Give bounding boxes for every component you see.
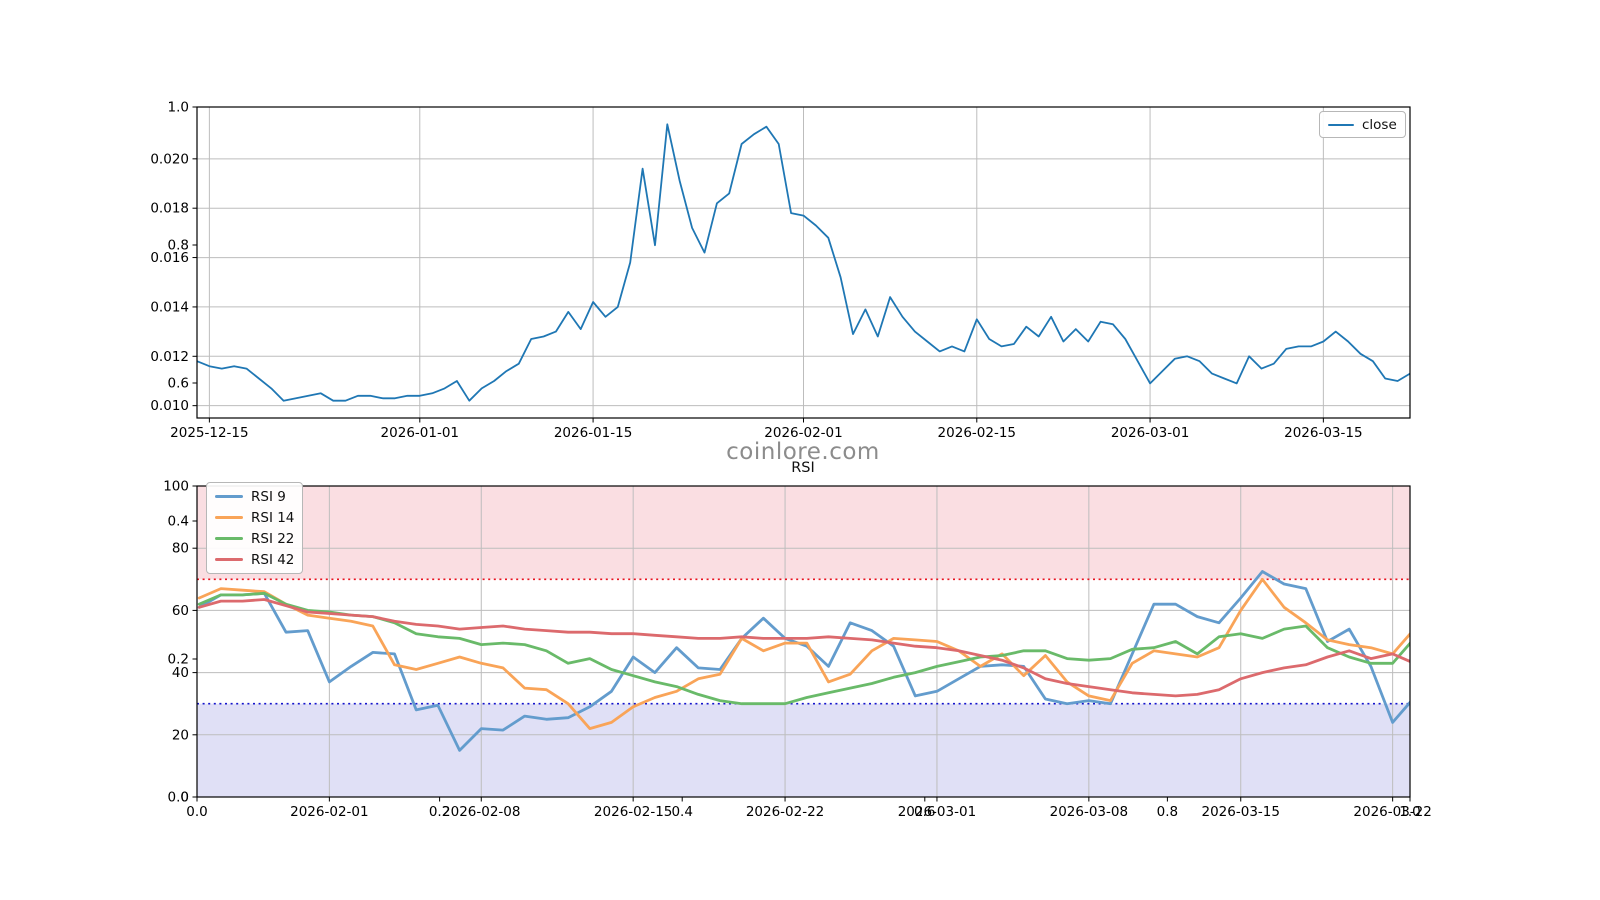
x-tick-label: 2025-12-15 bbox=[170, 425, 248, 441]
rsi22-legend-label: RSI 22 bbox=[251, 530, 295, 547]
rsi-axes: 2026-02-01 2026-02-08 2026-02-15 2026-02-22… bbox=[163, 479, 1432, 821]
close-legend-label: close bbox=[1362, 116, 1397, 133]
x-tick-label: 2026-02-08 bbox=[442, 804, 520, 820]
x-tick-label: 2026-02-15 bbox=[938, 425, 1016, 441]
price-spines bbox=[196, 106, 1411, 419]
secondary-x-tick-label: 1.0 bbox=[1399, 804, 1420, 820]
series-line-rsi-22 bbox=[197, 591, 1410, 706]
x-tick-label: 2026-03-01 bbox=[1111, 425, 1189, 441]
x-tick-label: 2026-01-01 bbox=[381, 425, 459, 441]
y-tick-label: 40 bbox=[172, 665, 189, 681]
y-tick-label: 20 bbox=[172, 727, 189, 743]
secondary-x-tick-label: 0.8 bbox=[1157, 804, 1178, 820]
coinlore-watermark: coinlore.com bbox=[726, 439, 880, 465]
x-tick-label: 2026-01-15 bbox=[554, 425, 632, 441]
x-tick-label: 2026-03-15 bbox=[1202, 804, 1280, 820]
y-tick-label: 0.014 bbox=[150, 299, 189, 315]
legend-row-rsi42: RSI 42 bbox=[215, 549, 294, 570]
y-tick-label: 60 bbox=[172, 603, 189, 619]
y-tick-label: 0.020 bbox=[150, 151, 189, 167]
y-tick-label: 100 bbox=[163, 479, 189, 495]
x-tick-label: 2026-03-08 bbox=[1050, 804, 1128, 820]
secondary-y-tick-label: 0.8 bbox=[168, 238, 189, 254]
y-tick-label: 0 bbox=[180, 790, 189, 806]
rsi-legend: RSI 9 RSI 14 RSI 22 RSI 42 bbox=[206, 482, 304, 574]
y-tick-label: 0.010 bbox=[150, 398, 189, 414]
price-legend: close bbox=[1319, 111, 1406, 138]
y-tick-label: 80 bbox=[172, 541, 189, 557]
rsi-series-group bbox=[197, 570, 1410, 752]
y-tick-label: 0.018 bbox=[150, 201, 189, 217]
secondary-x-tick-label: 0.2 bbox=[429, 804, 450, 820]
secondary-y-tick-label: 0.0 bbox=[168, 790, 189, 806]
secondary-y-tick-label: 0.6 bbox=[168, 376, 189, 392]
rsi22-line-swatch bbox=[215, 537, 243, 540]
x-tick-label: 2026-02-22 bbox=[746, 804, 824, 820]
rsi-band bbox=[197, 703, 1410, 797]
rsi9-legend-label: RSI 9 bbox=[251, 488, 286, 505]
legend-row-close: close bbox=[1328, 115, 1397, 134]
series-line-close bbox=[197, 123, 1410, 402]
legend-row-rsi9: RSI 9 bbox=[215, 486, 294, 507]
x-tick-label: 2026-02-01 bbox=[290, 804, 368, 820]
legend-row-rsi22: RSI 22 bbox=[215, 528, 294, 549]
x-tick-label: 2026-03-15 bbox=[1284, 425, 1362, 441]
x-tick-label: 2026-03-01 bbox=[898, 804, 976, 820]
rsi42-line-swatch bbox=[215, 558, 243, 561]
x-tick-label: 2026-02-15 bbox=[594, 804, 672, 820]
series-line-rsi-14 bbox=[197, 577, 1410, 730]
secondary-y-tick-label: 0.2 bbox=[168, 652, 189, 668]
rsi-band bbox=[197, 486, 1410, 580]
rsi14-legend-label: RSI 14 bbox=[251, 509, 295, 526]
secondary-y-tick-label: 1.0 bbox=[168, 100, 189, 116]
rsi14-line-swatch bbox=[215, 516, 243, 519]
x-tick-label: 2026-03-22 bbox=[1353, 804, 1431, 820]
secondary-axis: 0.00.0 0.2 0.2 0.4 0.4 0.6 0.6 0.8 0.8 1.0 1.0 bbox=[168, 100, 1421, 821]
rsi42-legend-label: RSI 42 bbox=[251, 551, 295, 568]
rsi9-line-swatch bbox=[215, 495, 243, 498]
secondary-x-tick-label: 0.4 bbox=[671, 804, 692, 820]
legend-row-rsi14: RSI 14 bbox=[215, 507, 294, 528]
rsi-axes-title: RSI bbox=[791, 460, 815, 476]
x-tick-label: 2026-02-01 bbox=[764, 425, 842, 441]
price-axes: 2025-12-15 2026-01-01 2026-01-15 2026-02-01… bbox=[150, 106, 1411, 441]
y-tick-label: 0.016 bbox=[150, 250, 189, 266]
secondary-y-tick-label: 0.4 bbox=[168, 514, 189, 530]
series-line-rsi-9 bbox=[197, 570, 1410, 752]
secondary-x-tick-label: 0.0 bbox=[186, 804, 207, 820]
price-series-group bbox=[197, 123, 1410, 402]
rsi-spines bbox=[196, 485, 1411, 798]
series-line-rsi-42 bbox=[197, 598, 1410, 698]
y-tick-label: 0.012 bbox=[150, 349, 189, 365]
secondary-x-tick-label: 0.6 bbox=[914, 804, 935, 820]
close-line-swatch bbox=[1328, 123, 1354, 126]
